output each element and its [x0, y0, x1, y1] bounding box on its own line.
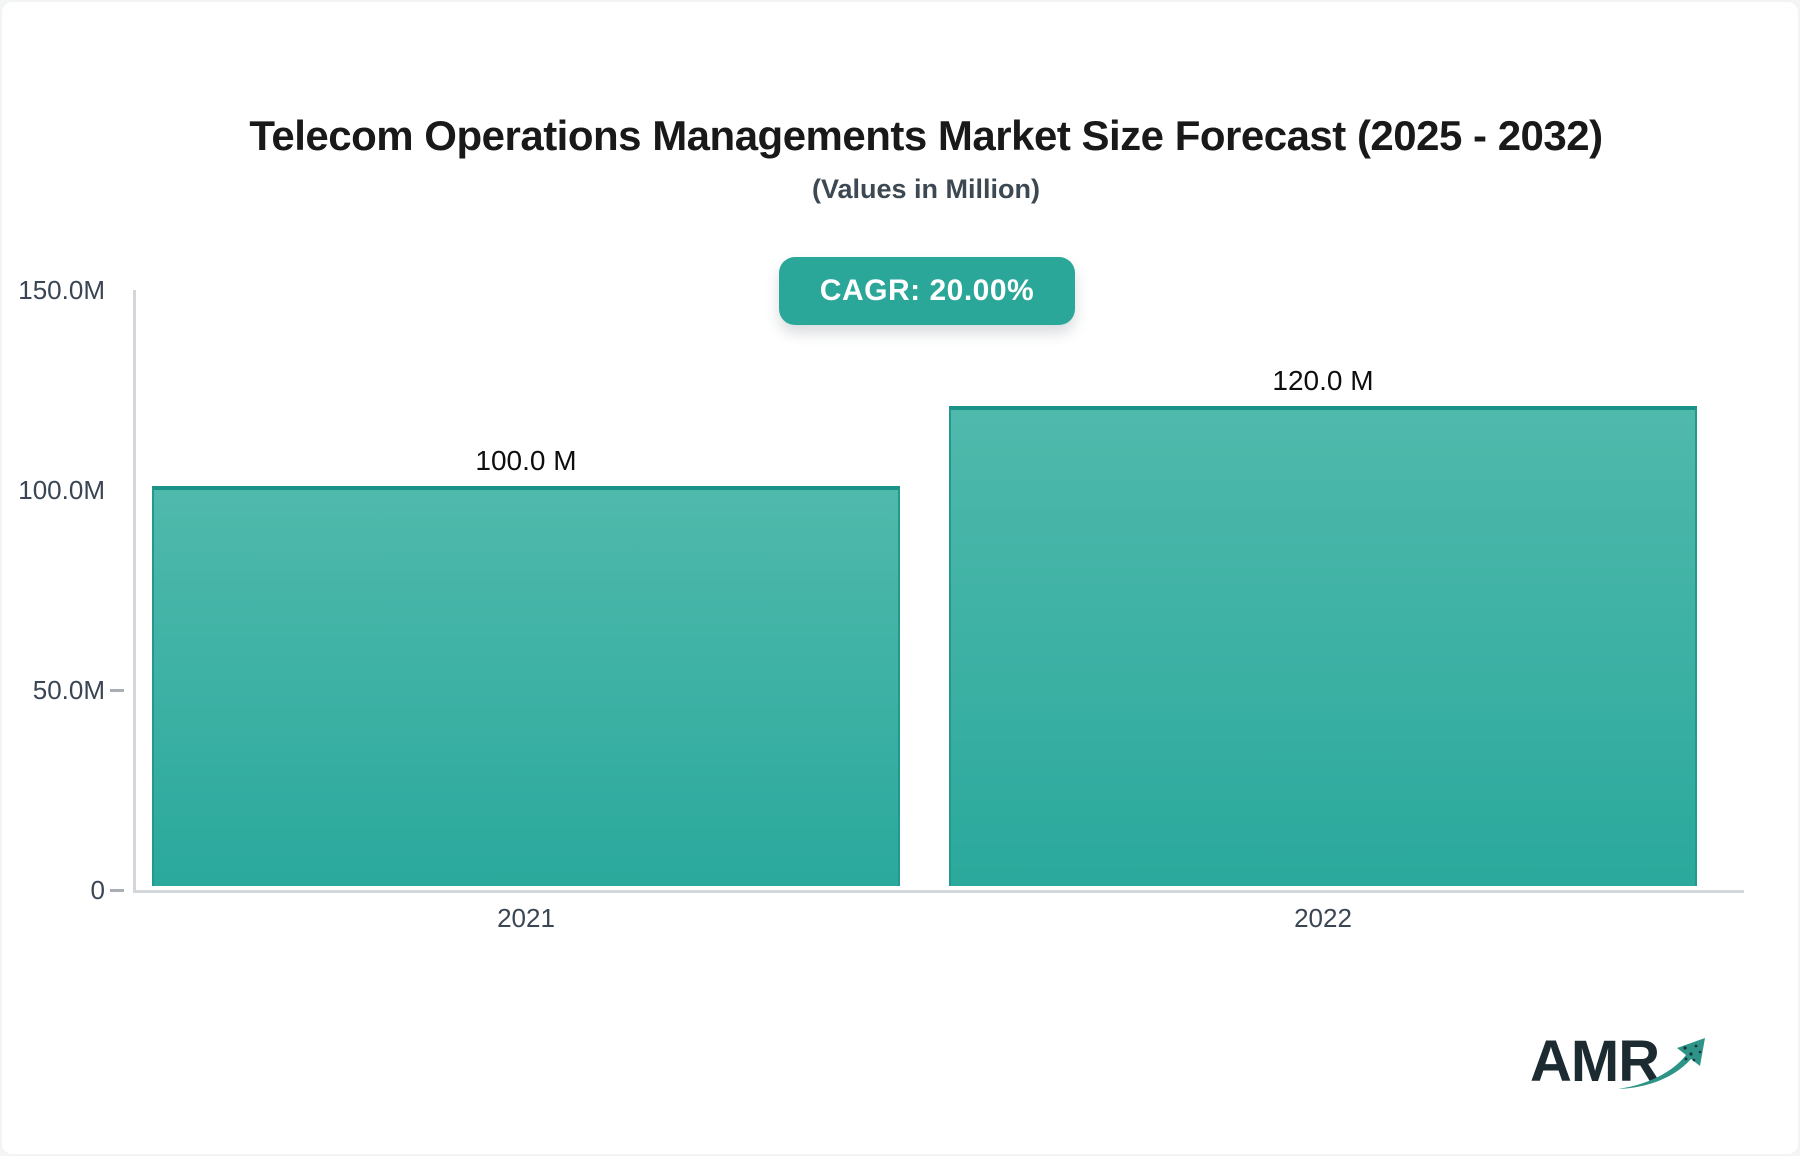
chart-subtitle: (Values in Million) — [811, 174, 1041, 204]
bar-group-2021: 100.0 M — [152, 445, 900, 886]
chart-title: Telecom Operations Managements Market Si… — [249, 112, 1603, 159]
cagr-badge: CAGR: 20.00% — [779, 257, 1075, 325]
y-axis-tickmark-50 — [110, 689, 124, 692]
amr-logo: AMR — [1530, 1030, 1710, 1100]
y-axis-line — [133, 290, 136, 893]
y-axis-tick-100: 100.0M — [18, 475, 105, 505]
bar-value-label-2022: 120.0 M — [1272, 365, 1374, 396]
cagr-badge-label: CAGR: 20.00% — [819, 274, 1035, 307]
x-axis-line — [133, 890, 1744, 893]
x-axis-label-2022: 2022 — [1294, 903, 1352, 933]
bar-2022 — [949, 406, 1697, 886]
amr-logo-text: AMR — [1530, 1029, 1660, 1094]
y-axis-tickmark-0 — [110, 889, 124, 892]
growth-arrow-icon — [1618, 1038, 1705, 1089]
x-axis-label-2021: 2021 — [497, 903, 555, 933]
bar-value-label-2021: 100.0 M — [475, 445, 577, 476]
y-axis-tick-0: 0 — [90, 875, 105, 905]
y-axis-tick-50: 50.0M — [32, 675, 105, 705]
bar-group-2022: 120.0 M — [949, 365, 1697, 886]
y-axis-tick-150: 150.0M — [18, 275, 105, 305]
bar-2021 — [152, 486, 900, 886]
